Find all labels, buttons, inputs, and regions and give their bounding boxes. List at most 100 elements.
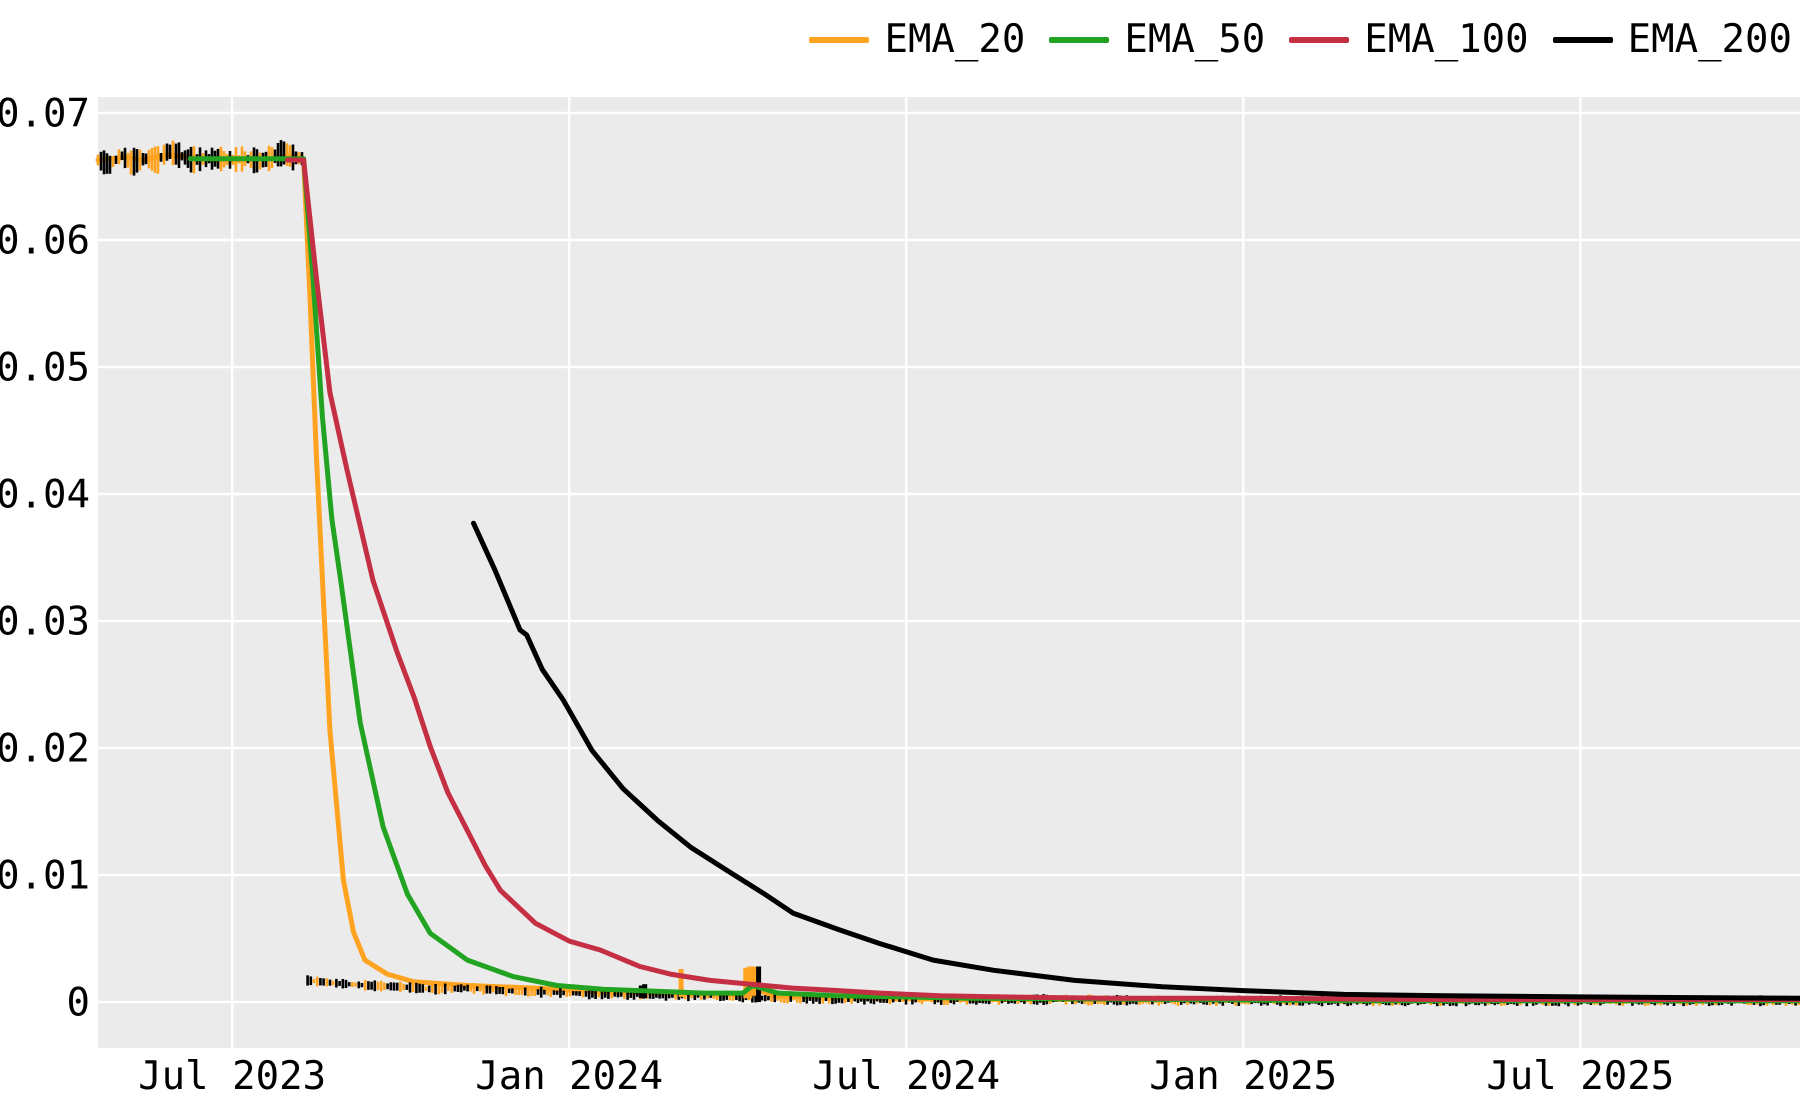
candle	[165, 143, 169, 161]
candle	[600, 989, 604, 1000]
candle	[367, 981, 370, 990]
candle	[347, 982, 351, 987]
candle	[546, 989, 549, 996]
legend-label-ema-20: EMA_20	[884, 17, 1026, 62]
candle	[667, 992, 671, 999]
candle	[456, 984, 460, 992]
ema-50-line	[187, 156, 1800, 1004]
candle	[319, 978, 322, 986]
candle	[863, 994, 866, 1005]
candle	[105, 153, 109, 174]
candle	[619, 992, 623, 997]
candle	[584, 990, 588, 997]
candle	[117, 149, 121, 165]
candle	[728, 992, 732, 1001]
candle	[843, 994, 847, 1003]
candle	[571, 991, 575, 996]
candle	[754, 992, 757, 1003]
candle	[824, 996, 828, 1002]
candle	[610, 990, 613, 999]
candle	[648, 990, 652, 999]
candle	[831, 993, 834, 1005]
candle	[706, 993, 709, 999]
candle	[725, 992, 729, 1000]
legend-line-swatch-ema-100	[1289, 37, 1350, 43]
candle	[866, 997, 869, 1002]
candle	[885, 996, 889, 1003]
candle	[463, 985, 466, 991]
candle	[159, 153, 163, 162]
candle	[440, 985, 444, 993]
candle	[123, 147, 127, 169]
candle	[635, 991, 639, 997]
candle	[520, 987, 524, 995]
candle	[594, 989, 597, 999]
candle	[177, 142, 181, 168]
candle	[498, 987, 501, 994]
y-tick-label-0-02: 0.02	[0, 727, 90, 772]
y-tick-label-0-04: 0.04	[0, 473, 90, 518]
candle	[815, 995, 818, 1002]
candle	[789, 994, 793, 1002]
candle	[504, 985, 508, 997]
chart-legend: EMA_20 EMA_50 EMA_100 EMA_200	[785, 14, 1792, 66]
legend-item-ema-50: EMA_50	[1049, 14, 1265, 66]
candle	[96, 154, 100, 166]
feature-candle	[751, 966, 757, 996]
candle	[373, 980, 377, 992]
candle	[773, 994, 777, 1003]
candle	[552, 990, 556, 995]
candle	[741, 991, 745, 1003]
candle	[799, 993, 802, 1004]
candle	[102, 150, 106, 175]
candle	[360, 983, 364, 988]
candle	[141, 153, 145, 166]
legend-label-ema-50: EMA_50	[1124, 17, 1266, 62]
candle	[783, 993, 786, 1004]
y-tick-label-0-01: 0.01	[0, 854, 90, 899]
candle	[904, 994, 908, 1005]
candle	[335, 978, 338, 988]
candle	[683, 992, 687, 1000]
candle	[895, 997, 898, 1002]
candle	[431, 985, 434, 993]
candle	[533, 987, 537, 996]
candle	[450, 984, 453, 993]
plot-area	[98, 97, 1800, 1048]
candle	[325, 978, 329, 987]
candle	[603, 991, 607, 998]
candle	[699, 991, 703, 1000]
candle	[279, 140, 283, 167]
candle	[338, 981, 341, 986]
candle	[447, 986, 450, 991]
candle	[147, 149, 151, 169]
candle	[869, 995, 873, 1004]
candle	[306, 975, 309, 986]
candle	[174, 143, 178, 165]
candle	[312, 979, 316, 984]
candle	[565, 989, 569, 997]
candle	[135, 149, 139, 173]
candle	[415, 982, 418, 994]
candle	[171, 140, 175, 166]
candle	[735, 993, 738, 1000]
candle	[559, 987, 562, 998]
ema-100-line	[284, 157, 1800, 1002]
candle	[776, 995, 780, 1001]
candle	[488, 985, 492, 994]
candle	[767, 996, 770, 1001]
candle	[607, 989, 610, 999]
feature-candle	[678, 969, 684, 997]
candle	[276, 143, 280, 167]
candle	[418, 983, 421, 993]
candle	[578, 991, 581, 996]
candle	[411, 983, 415, 992]
x-tick-label-jul-2024: Jul 2024	[812, 1054, 1000, 1099]
candle	[363, 980, 367, 991]
candle	[475, 986, 479, 992]
candle	[514, 987, 517, 995]
candle	[792, 996, 796, 1001]
legend-item-ema-100: EMA_100	[1289, 14, 1529, 66]
candle	[712, 992, 716, 1000]
